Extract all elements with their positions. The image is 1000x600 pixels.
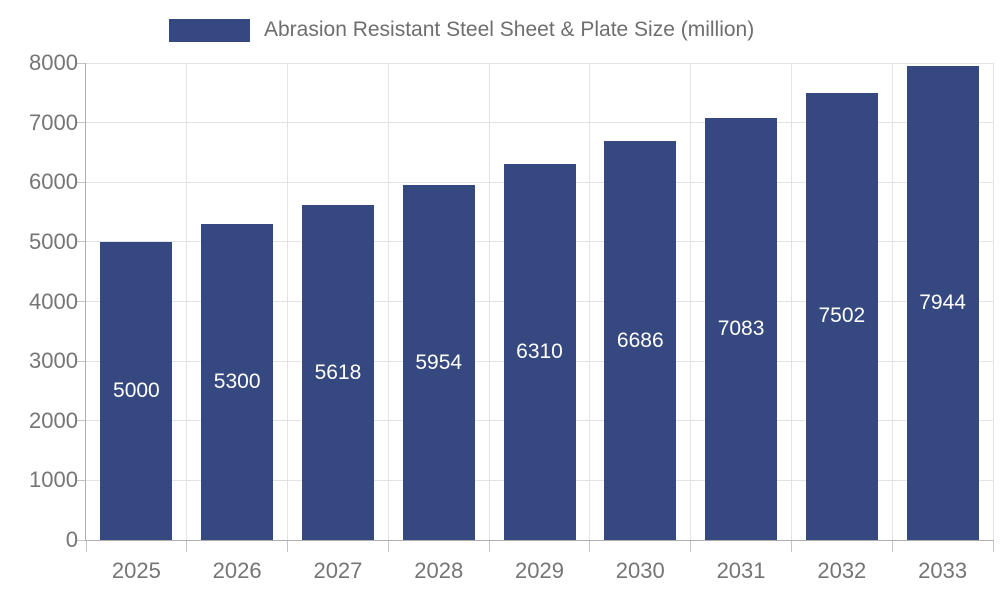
x-tick-label: 2032 [817, 558, 867, 583]
bar-value-label: 6310 [516, 339, 563, 363]
y-axis-tick [77, 360, 85, 362]
bar-value-label: 7944 [919, 291, 966, 315]
gridline-vertical [287, 63, 289, 540]
y-axis-tick [77, 301, 85, 302]
x-axis-tick [85, 540, 87, 552]
bar: 5954 [402, 185, 475, 540]
bar: 7944 [906, 66, 979, 540]
x-axis-tick [186, 540, 188, 552]
gridline-horizontal [86, 122, 993, 124]
chart-legend: Abrasion Resistant Steel Sheet & Plate S… [169, 18, 754, 42]
bar: 5000 [100, 241, 173, 540]
bar-value-label: 5000 [113, 378, 160, 402]
y-axis-tick [77, 539, 85, 541]
bar: 6686 [604, 141, 677, 540]
bar-value-label: 6686 [616, 328, 664, 352]
y-axis-tick [77, 420, 85, 422]
gridline-vertical [992, 63, 994, 540]
y-tick-label: 0 [65, 527, 78, 552]
bar-value-label: 5618 [314, 360, 362, 384]
gridline-vertical [790, 63, 792, 540]
y-axis-tick [77, 241, 85, 243]
x-axis-tick [790, 540, 792, 552]
x-axis-tick [488, 540, 490, 552]
gridline-vertical [690, 63, 692, 540]
x-axis-tick [287, 540, 289, 552]
y-axis-line [85, 63, 86, 540]
x-tick-label: 2029 [515, 558, 564, 583]
bar: 7502 [805, 92, 878, 540]
bar-value-label: 5300 [213, 370, 261, 393]
y-axis-tick [77, 479, 85, 481]
y-axis-tick [77, 122, 85, 124]
bar-value-label: 7083 [717, 316, 765, 340]
y-axis-tick [77, 181, 85, 183]
gridline-vertical [387, 63, 389, 540]
y-tick-label: 1000 [29, 467, 78, 493]
x-axis-tick [891, 540, 893, 552]
gridline-vertical [488, 63, 490, 540]
gridline-vertical [589, 63, 591, 540]
x-axis-tick [992, 540, 994, 552]
x-axis-tick [589, 540, 591, 552]
gridline-vertical [891, 63, 893, 540]
y-tick-label: 7000 [29, 109, 78, 135]
bar-value-label: 5954 [415, 350, 463, 374]
x-axis-tick [690, 540, 692, 552]
bar: 5300 [201, 224, 274, 540]
bar-value-label: 7502 [818, 304, 866, 328]
legend-swatch [169, 18, 250, 42]
x-tick-label: 2025 [111, 558, 161, 583]
y-tick-label: 4000 [29, 288, 78, 314]
gridline-vertical [186, 63, 188, 540]
plot-area: 5000 5300 5618 5954 6310 6686 7083 7502 7944 [77, 62, 994, 552]
y-tick-label: 2000 [29, 407, 78, 433]
y-axis-tick [77, 62, 85, 64]
x-tick-label: 2026 [212, 558, 262, 583]
bar: 5618 [301, 205, 374, 540]
x-tick-label: 2031 [716, 558, 766, 583]
y-tick-label: 6000 [29, 169, 78, 195]
x-tick-label: 2030 [615, 558, 665, 583]
legend-label: Abrasion Resistant Steel Sheet & Plate S… [264, 18, 755, 41]
bar: 6310 [503, 163, 576, 540]
gridline-horizontal [86, 62, 993, 64]
x-tick-label: 2027 [313, 558, 363, 583]
x-tick-label: 2028 [414, 558, 464, 583]
y-tick-label: 5000 [29, 228, 78, 254]
x-tick-label: 2033 [918, 558, 968, 583]
y-tick-label: 3000 [29, 348, 78, 374]
x-axis-line [85, 540, 993, 541]
y-tick-label: 8000 [29, 50, 78, 75]
bar: 7083 [705, 117, 778, 540]
x-axis-tick [387, 540, 389, 552]
